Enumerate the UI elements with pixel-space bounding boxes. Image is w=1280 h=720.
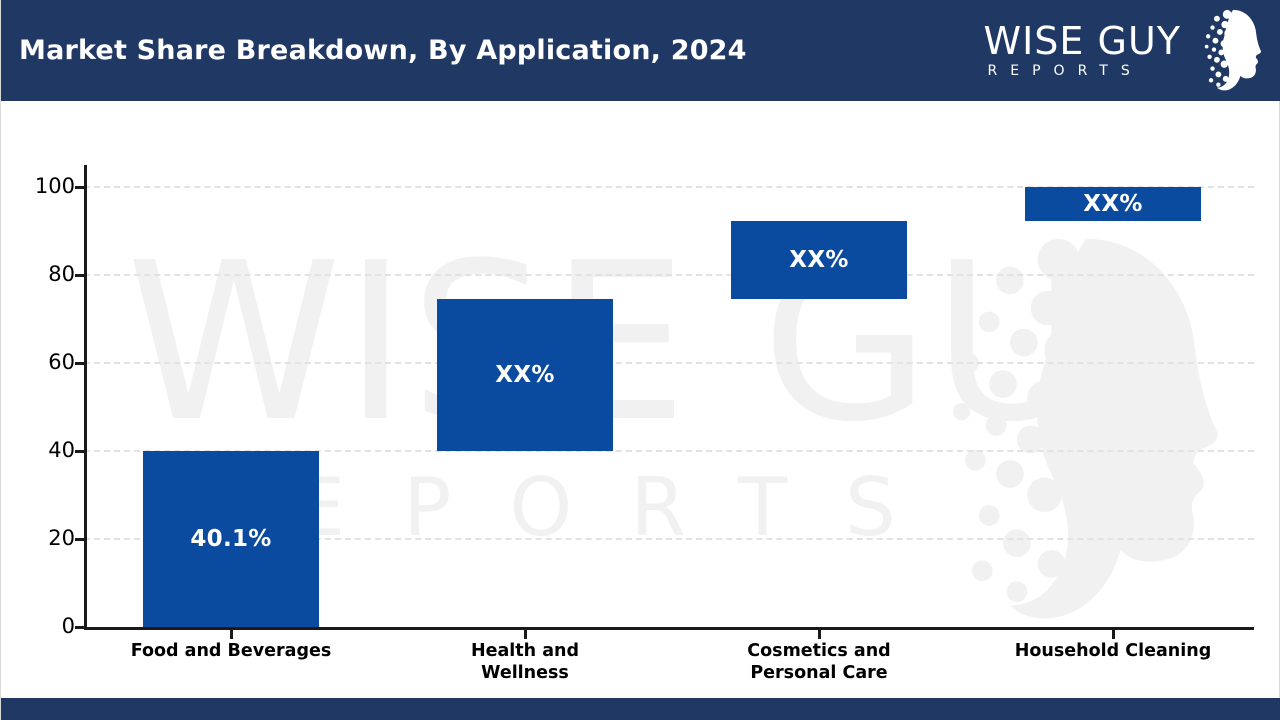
gridline [84, 362, 1254, 364]
y-tick-mark [75, 361, 84, 365]
gridline [84, 538, 1254, 540]
category-label: Cosmetics and Personal Care [747, 641, 891, 683]
x-tick-mark [523, 630, 527, 639]
y-tick-mark [75, 625, 84, 629]
x-axis-line [84, 627, 1254, 630]
x-tick-mark [817, 630, 821, 639]
x-tick-mark [229, 630, 233, 639]
brand-name: WISE GUY [983, 19, 1181, 63]
y-tick-label: 60 [48, 350, 75, 374]
brand-subtitle: REPORTS [987, 63, 1143, 79]
chart-title: Market Share Breakdown, By Application, … [19, 35, 747, 66]
category-label: Household Cleaning [1014, 641, 1212, 661]
y-tick-label: 80 [48, 262, 75, 286]
bar-segment: XX% [437, 299, 613, 451]
bar-value-label: XX% [789, 247, 849, 274]
brand-logo: WISE GUY REPORTS [984, 7, 1267, 95]
bar-value-label: 40.1% [190, 525, 272, 552]
gridline [84, 450, 1254, 452]
y-tick-label: 100 [34, 174, 75, 198]
footer-bar [1, 698, 1280, 720]
y-tick-label: 20 [48, 526, 75, 550]
y-axis-line [84, 165, 87, 630]
y-tick-label: 0 [61, 614, 75, 638]
bar-segment: 40.1% [143, 450, 319, 627]
bar-value-label: XX% [1083, 191, 1143, 218]
category-label: Health and Wellness [470, 641, 580, 683]
gridline [84, 274, 1254, 276]
y-tick-mark [75, 185, 84, 189]
bar-segment: XX% [731, 221, 907, 300]
y-tick-label: 40 [48, 438, 75, 462]
header-bar: Market Share Breakdown, By Application, … [1, 0, 1280, 101]
category-label: Food and Beverages [130, 641, 332, 661]
dotted-head-icon [1204, 9, 1261, 90]
x-tick-mark [1111, 630, 1115, 639]
bar-segment: XX% [1025, 187, 1201, 222]
y-tick-mark [75, 449, 84, 453]
y-tick-mark [75, 537, 84, 541]
bar-value-label: XX% [495, 361, 555, 388]
gridline [84, 186, 1254, 188]
y-tick-mark [75, 273, 84, 277]
